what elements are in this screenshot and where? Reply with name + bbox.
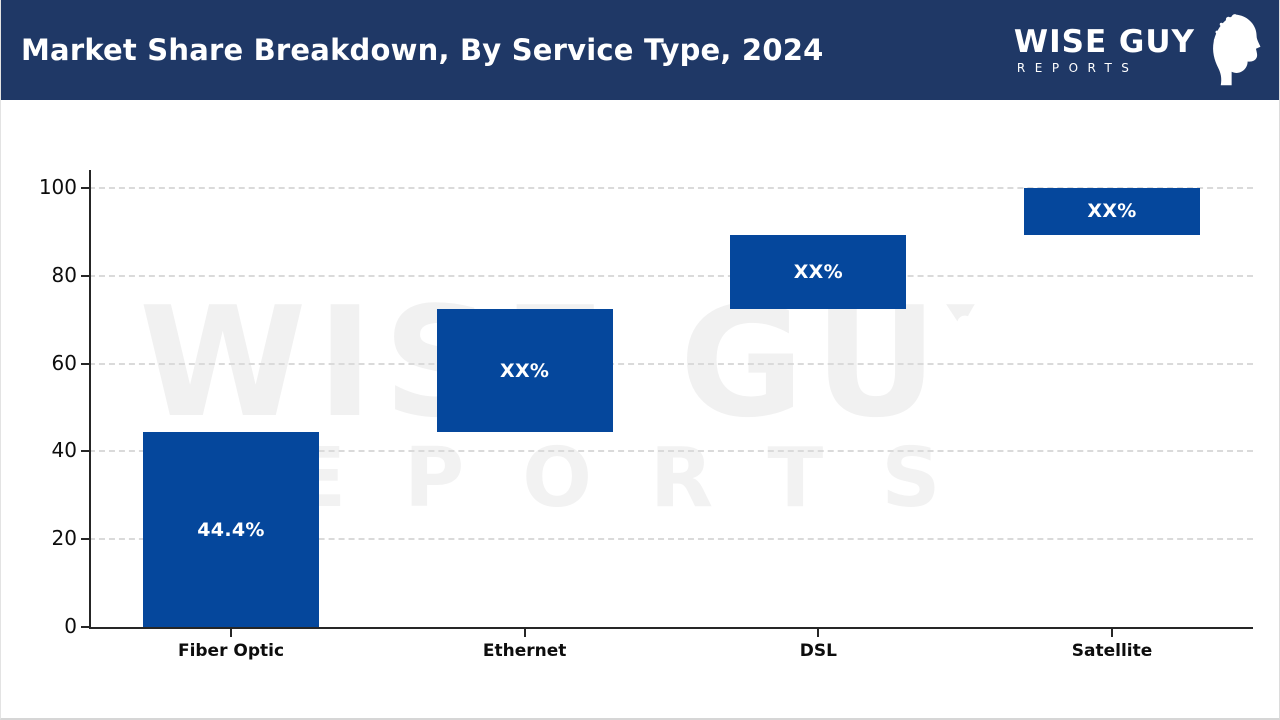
y-tick-mark (81, 187, 89, 189)
x-tick-label-fiber-optic: Fiber Optic (177, 641, 285, 661)
x-tick-mark (1111, 629, 1113, 637)
bar-value-label-satellite: XX% (1087, 200, 1137, 223)
x-tick-mark (523, 629, 526, 637)
y-tick-label: 60 (51, 350, 77, 375)
wiseguy-logo: WISE GUY REPORTS (1014, 11, 1263, 89)
y-tick-mark (81, 362, 89, 365)
gridline-y-20 (89, 538, 1253, 541)
y-tick-label: 80 (51, 262, 77, 287)
logo-wordmark-line2: REPORTS (1016, 60, 1139, 75)
x-tick-mark (230, 629, 232, 637)
gridline-y-60 (89, 362, 1253, 365)
bar-satellite: XX% (1024, 188, 1200, 235)
gridline-y-80 (89, 274, 1253, 277)
x-tick-mark (817, 629, 820, 637)
y-tick-mark (81, 538, 89, 541)
logo-wordmark-line1: WISE GUY (1013, 23, 1195, 60)
bar-dsl: XX% (730, 234, 907, 310)
bar-value-label-dsl: XX% (793, 261, 843, 284)
bar-value-label-ethernet: XX% (500, 359, 550, 382)
y-tick-label: 40 (51, 438, 77, 463)
x-tick-label-ethernet: Ethernet (482, 641, 567, 661)
x-axis-spine (89, 627, 1253, 629)
gridline-y-40 (89, 450, 1253, 453)
y-tick-label: 0 (64, 614, 77, 639)
bar-ethernet: XX% (436, 309, 613, 433)
y-axis-spine (89, 170, 91, 629)
gridline-y-100 (89, 187, 1253, 189)
y-tick-label: 100 (38, 175, 77, 200)
x-tick-label-dsl: DSL (799, 641, 837, 661)
header-bar: Market Share Breakdown, By Service Type,… (1, 0, 1279, 100)
bar-value-label-fiber-optic: 44.4% (197, 518, 265, 541)
y-tick-mark (81, 274, 89, 277)
logo-wordmark: WISE GUY REPORTS (1013, 23, 1195, 75)
y-tick-mark (81, 626, 89, 628)
y-tick-label: 20 (51, 526, 77, 551)
x-tick-label-satellite: Satellite (1071, 641, 1153, 661)
bar-fiber-optic: 44.4% (143, 432, 319, 627)
dotted-head-profile-icon (1213, 14, 1261, 86)
chart-title: Market Share Breakdown, By Service Type,… (21, 33, 824, 67)
y-tick-mark (81, 450, 89, 453)
